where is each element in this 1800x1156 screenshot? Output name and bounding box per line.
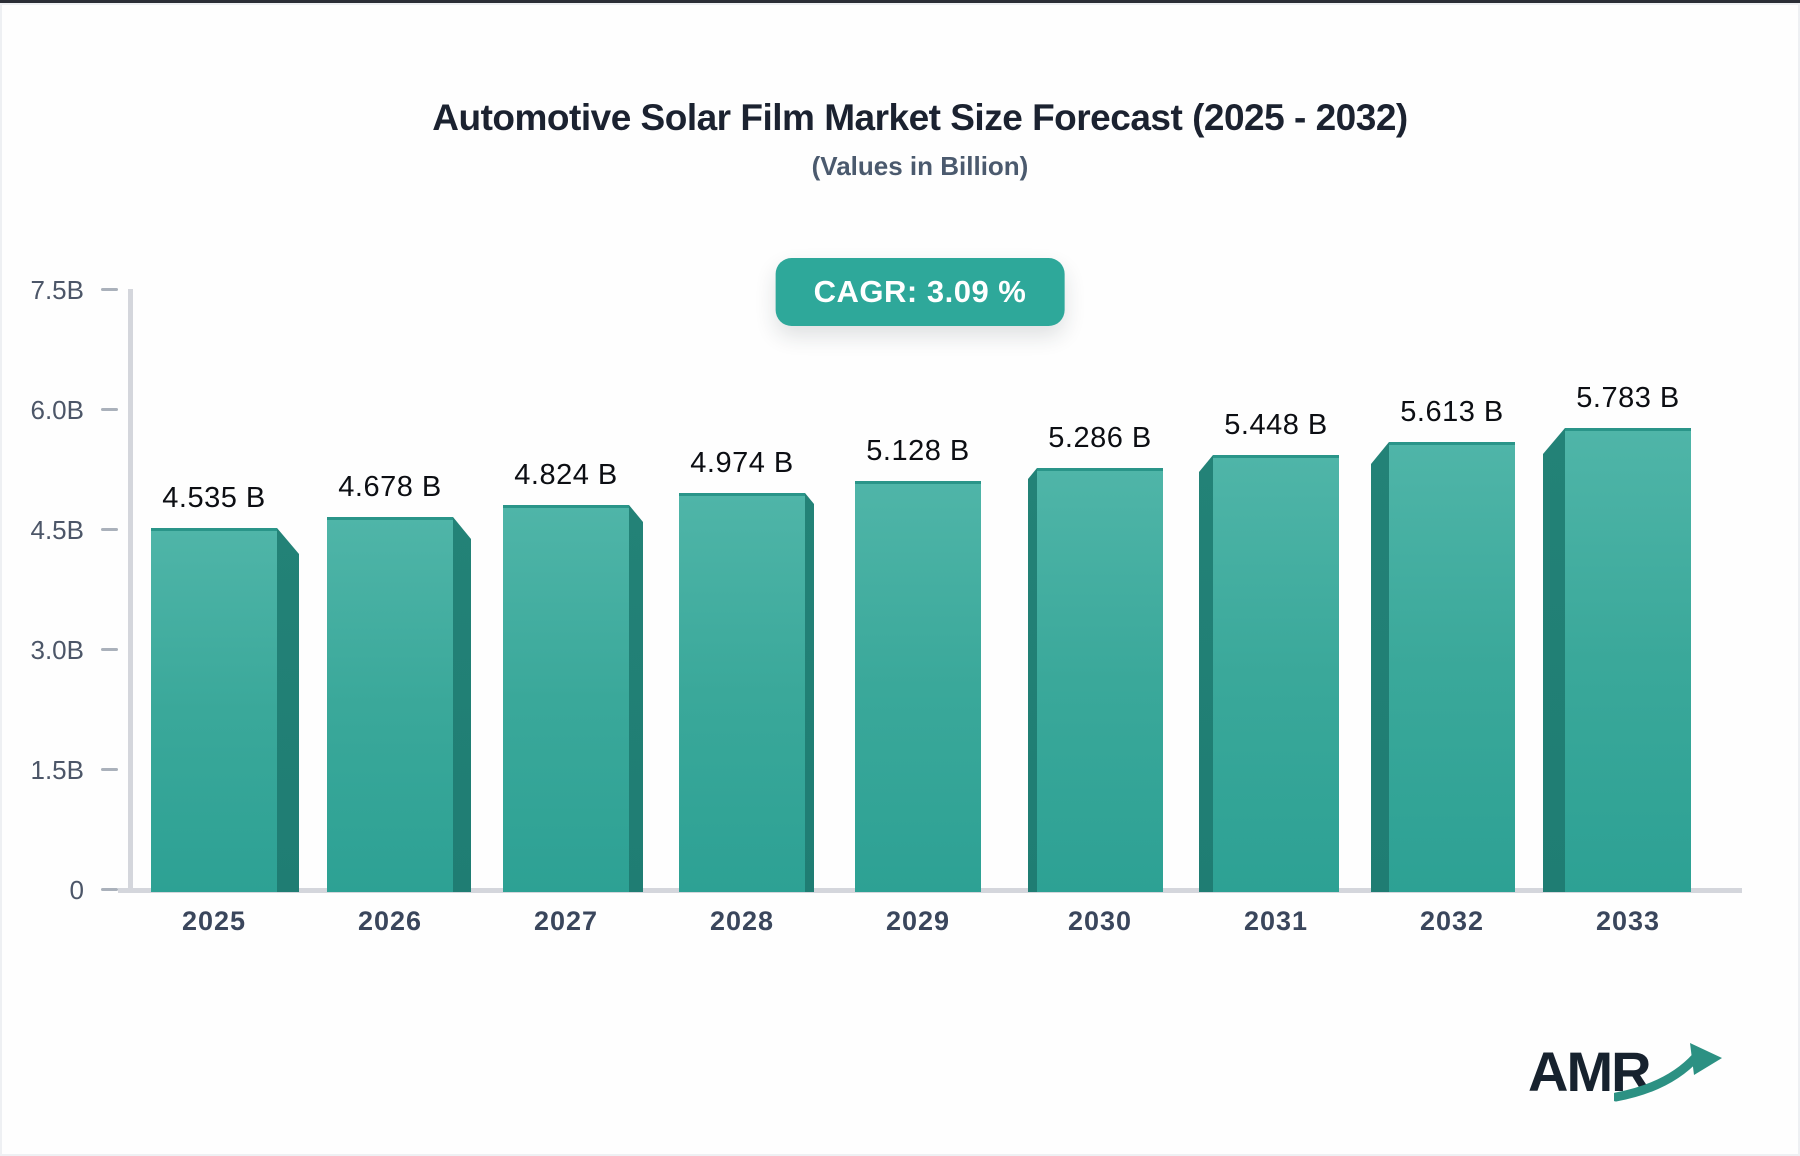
bar-2032 <box>1389 442 1515 892</box>
bar-value-label: 4.535 B <box>162 482 266 514</box>
plot-area: 0 1.5B 3.0B 4.5B 6.0B 7.5B 4.535 B 2025 4.678 B 2… <box>0 3 1800 1156</box>
y-axis-tick-label: 4.5B <box>30 515 85 545</box>
bar-2033 <box>1565 428 1691 892</box>
y-axis-tick <box>101 648 118 651</box>
bar-value-label: 5.448 B <box>1224 409 1328 441</box>
bar-value-label: 4.678 B <box>338 471 442 503</box>
bar-value-label: 5.783 B <box>1576 382 1680 414</box>
x-axis-label: 2025 <box>181 906 247 936</box>
bar-value-label: 5.128 B <box>866 435 970 467</box>
y-axis-tick <box>101 768 118 771</box>
y-axis-tick-label: 7.5B <box>30 275 85 305</box>
bar-2027 <box>503 505 629 892</box>
bar-side-2028 <box>805 493 814 892</box>
cagr-badge: CAGR: 3.09 % <box>775 258 1065 326</box>
y-axis-tick-label: 3.0B <box>30 635 85 665</box>
y-axis-tick-label: 1.5B <box>30 755 85 785</box>
bar-value-label: 4.824 B <box>514 459 618 491</box>
bar-side-2025 <box>277 528 299 892</box>
bar-value-label: 4.974 B <box>690 447 794 479</box>
amr-logo: AMR <box>1528 1039 1722 1109</box>
bar-side-2026 <box>453 517 471 892</box>
bar-2030 <box>1037 468 1163 892</box>
x-axis-label: 2031 <box>1243 906 1309 936</box>
chart-title: Automotive Solar Film Market Size Foreca… <box>432 97 1408 138</box>
bar-side-2031 <box>1199 455 1213 892</box>
y-axis-tick <box>101 408 118 411</box>
x-axis-label: 2028 <box>709 906 775 936</box>
bar-value-label: 5.613 B <box>1400 396 1504 428</box>
y-axis-tick-label: 6.0B <box>30 395 85 425</box>
x-axis-label: 2027 <box>533 906 599 936</box>
bar-value-label: 5.286 B <box>1048 422 1152 454</box>
x-axis-label: 2032 <box>1419 906 1485 936</box>
x-axis-label: 2029 <box>885 906 951 936</box>
bar-2028 <box>679 493 805 892</box>
bar-2026 <box>327 517 453 892</box>
bar-2029 <box>855 481 981 892</box>
y-axis-tick-label: 0 <box>69 875 84 905</box>
growth-arrow-icon <box>1614 1043 1722 1102</box>
y-axis-line <box>128 289 133 893</box>
y-axis-tick <box>101 528 118 531</box>
x-axis-label: 2026 <box>357 906 423 936</box>
y-axis-tick <box>101 888 118 891</box>
bar-2025 <box>151 528 277 892</box>
y-axis-tick <box>101 288 118 291</box>
x-axis-label: 2033 <box>1595 906 1661 936</box>
bar-side-2027 <box>629 505 643 892</box>
bar-side-2033 <box>1543 428 1565 892</box>
bar-side-2030 <box>1028 468 1037 892</box>
bar-2031 <box>1213 455 1339 892</box>
bar-side-2032 <box>1371 442 1389 892</box>
x-axis-label: 2030 <box>1067 906 1133 936</box>
chart-subtitle: (Values in Billion) <box>811 151 1029 181</box>
